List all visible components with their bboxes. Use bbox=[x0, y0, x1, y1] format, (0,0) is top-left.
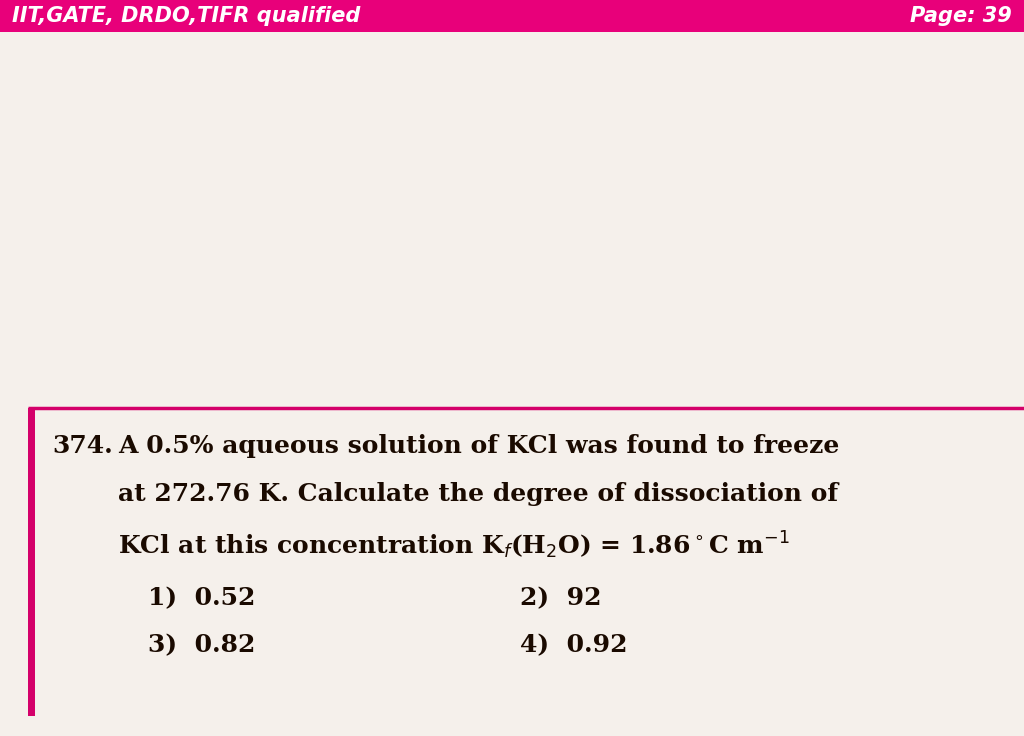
Text: 374.: 374. bbox=[52, 434, 113, 459]
Text: Page: 39: Page: 39 bbox=[910, 6, 1012, 26]
Text: 1)  0.52: 1) 0.52 bbox=[148, 586, 255, 609]
Bar bbox=[28, 408, 35, 716]
Text: at 272.76 K. Calculate the degree of dissociation of: at 272.76 K. Calculate the degree of dis… bbox=[118, 482, 838, 506]
Text: 3)  0.82: 3) 0.82 bbox=[148, 634, 255, 657]
Text: 4)  0.92: 4) 0.92 bbox=[520, 634, 628, 657]
Text: IIT,GATE, DRDO,TIFR qualified: IIT,GATE, DRDO,TIFR qualified bbox=[12, 6, 360, 26]
Text: A 0.5% aqueous solution of KCl was found to freeze: A 0.5% aqueous solution of KCl was found… bbox=[118, 434, 840, 459]
Text: KCl at this concentration K$_f$(H$_2$O) = 1.86$^\circ$C m$^{-1}$: KCl at this concentration K$_f$(H$_2$O) … bbox=[118, 530, 790, 562]
Text: 2)  92: 2) 92 bbox=[520, 586, 601, 609]
Bar bbox=[0, 0, 1024, 32]
